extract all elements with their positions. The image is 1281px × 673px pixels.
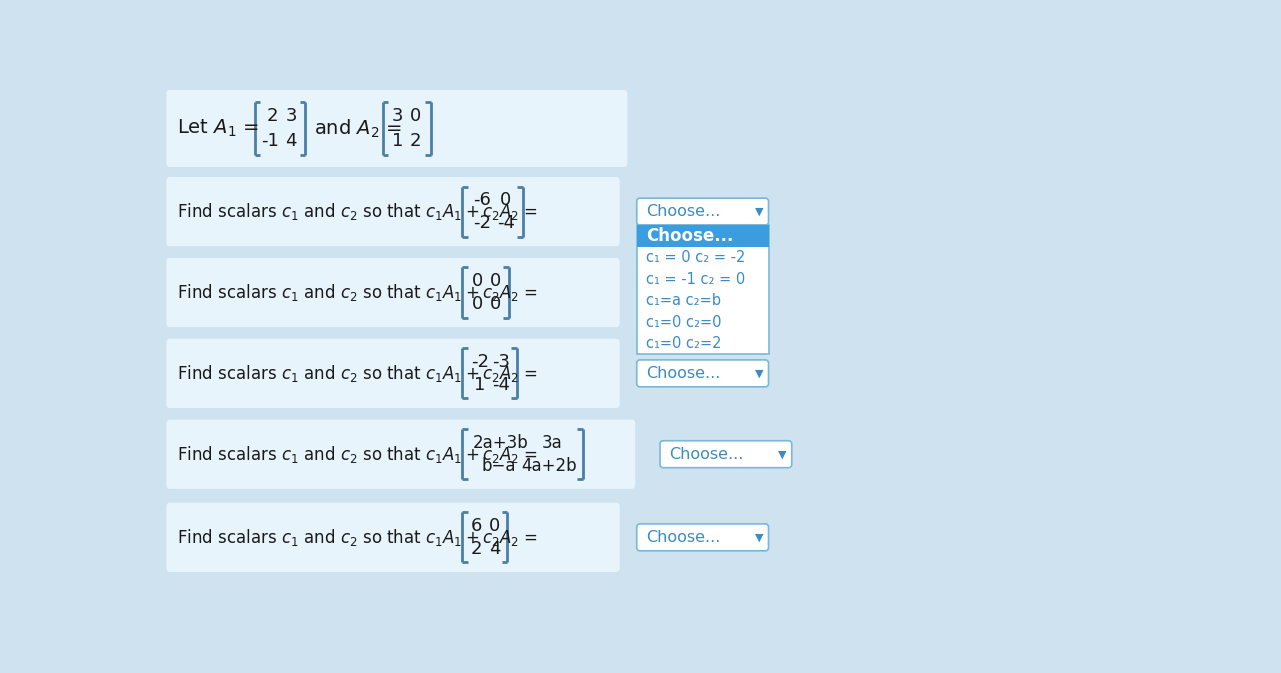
Text: 4: 4 bbox=[489, 540, 501, 558]
Text: -2: -2 bbox=[470, 353, 489, 371]
Text: ▼: ▼ bbox=[778, 449, 787, 459]
Text: ▼: ▼ bbox=[755, 368, 763, 378]
Text: 3: 3 bbox=[286, 107, 297, 125]
Text: Let $\mathit{A}_1$ =: Let $\mathit{A}_1$ = bbox=[177, 118, 259, 139]
Text: Find scalars $c_1$ and $c_2$ so that $c_1\mathit{A}_1 + c_2\mathit{A}_2$ =: Find scalars $c_1$ and $c_2$ so that $c_… bbox=[177, 527, 538, 548]
Text: c₁=0 c₂=0: c₁=0 c₂=0 bbox=[646, 315, 721, 330]
FancyBboxPatch shape bbox=[167, 503, 620, 572]
FancyBboxPatch shape bbox=[167, 90, 628, 167]
Text: Find scalars $c_1$ and $c_2$ so that $c_1\mathit{A}_1 + c_2\mathit{A}_2$ =: Find scalars $c_1$ and $c_2$ so that $c_… bbox=[177, 201, 538, 222]
Text: -4: -4 bbox=[497, 214, 515, 232]
Bar bbox=[637, 225, 769, 355]
FancyBboxPatch shape bbox=[660, 441, 792, 468]
Text: -1: -1 bbox=[261, 132, 279, 150]
Text: 0: 0 bbox=[489, 517, 501, 535]
Text: Find scalars $c_1$ and $c_2$ so that $c_1\mathit{A}_1 + c_2\mathit{A}_2$ =: Find scalars $c_1$ and $c_2$ so that $c_… bbox=[177, 444, 538, 465]
Text: 0: 0 bbox=[501, 191, 511, 209]
Text: 0: 0 bbox=[410, 107, 421, 125]
FancyBboxPatch shape bbox=[167, 258, 620, 327]
FancyBboxPatch shape bbox=[167, 419, 635, 489]
Text: Find scalars $c_1$ and $c_2$ so that $c_1\mathit{A}_1 + c_2\mathit{A}_2$ =: Find scalars $c_1$ and $c_2$ so that $c_… bbox=[177, 363, 538, 384]
FancyBboxPatch shape bbox=[637, 524, 769, 551]
Text: and $\mathit{A}_2$ =: and $\mathit{A}_2$ = bbox=[314, 117, 402, 140]
Text: c₁=0 c₂=2: c₁=0 c₂=2 bbox=[646, 336, 721, 351]
FancyBboxPatch shape bbox=[167, 177, 620, 246]
Text: -4: -4 bbox=[492, 376, 510, 394]
Text: Choose...: Choose... bbox=[646, 204, 720, 219]
Text: c₁=a c₂=b: c₁=a c₂=b bbox=[646, 293, 721, 308]
Text: -3: -3 bbox=[492, 353, 510, 371]
Text: 1: 1 bbox=[474, 376, 485, 394]
Text: ▼: ▼ bbox=[755, 207, 763, 217]
Text: 6: 6 bbox=[471, 517, 483, 535]
FancyBboxPatch shape bbox=[167, 339, 620, 408]
Text: 0: 0 bbox=[491, 272, 501, 290]
Text: 2: 2 bbox=[471, 540, 483, 558]
Text: -6: -6 bbox=[473, 191, 491, 209]
Text: Find scalars $c_1$ and $c_2$ so that $c_1\mathit{A}_1 + c_2\mathit{A}_2$ =: Find scalars $c_1$ and $c_2$ so that $c_… bbox=[177, 282, 538, 303]
Bar bbox=[637, 225, 769, 247]
Text: Choose...: Choose... bbox=[646, 530, 720, 545]
Text: 0: 0 bbox=[471, 272, 483, 290]
Text: Choose...: Choose... bbox=[646, 227, 734, 245]
FancyBboxPatch shape bbox=[637, 198, 769, 225]
Text: -2: -2 bbox=[473, 214, 491, 232]
Text: b−a: b−a bbox=[482, 457, 516, 474]
Text: 2: 2 bbox=[410, 132, 421, 150]
Text: ▼: ▼ bbox=[755, 532, 763, 542]
Text: c₁ = 0 c₂ = -2: c₁ = 0 c₂ = -2 bbox=[646, 250, 746, 265]
Text: Choose...: Choose... bbox=[646, 366, 720, 381]
Text: 0: 0 bbox=[471, 295, 483, 313]
Text: Choose...: Choose... bbox=[669, 447, 744, 462]
FancyBboxPatch shape bbox=[637, 360, 769, 387]
Text: 2a+3b: 2a+3b bbox=[473, 433, 529, 452]
Text: 2: 2 bbox=[266, 107, 278, 125]
Text: c₁ = -1 c₂ = 0: c₁ = -1 c₂ = 0 bbox=[646, 271, 746, 287]
Text: 3a: 3a bbox=[542, 433, 562, 452]
Text: 3: 3 bbox=[392, 107, 404, 125]
Text: 1: 1 bbox=[392, 132, 404, 150]
Text: 0: 0 bbox=[491, 295, 501, 313]
Text: 4a+2b: 4a+2b bbox=[521, 457, 576, 474]
Text: 4: 4 bbox=[286, 132, 297, 150]
